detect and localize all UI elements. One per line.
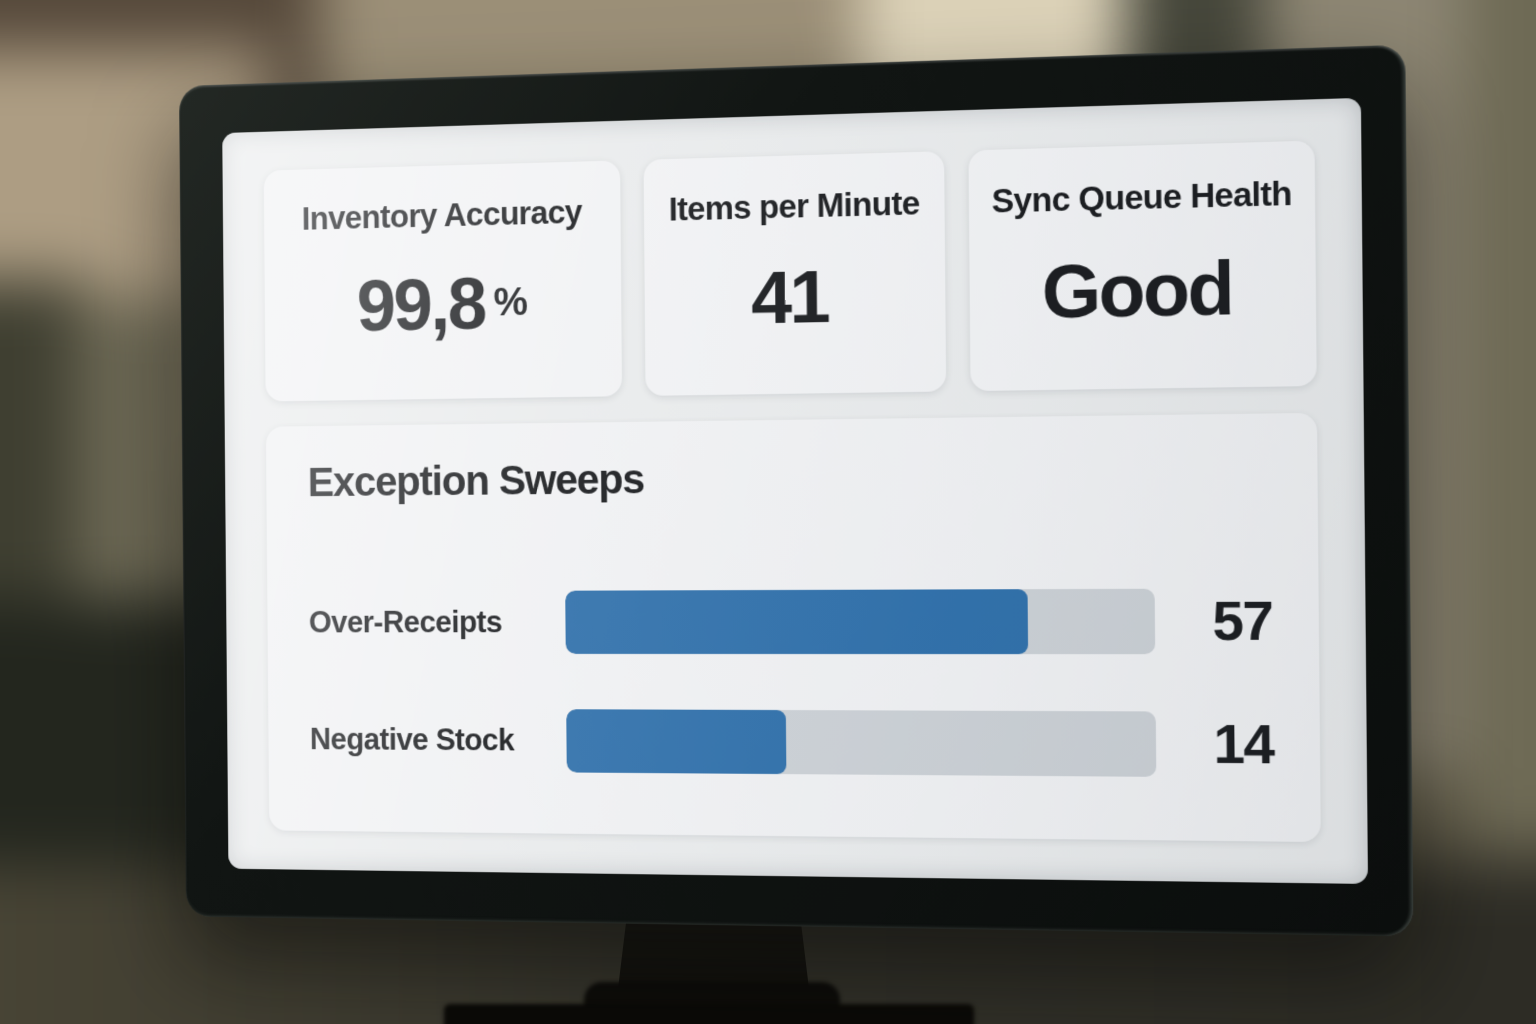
bar-track <box>566 709 1156 777</box>
kpi-card-row: Inventory Accuracy 99,8 % Items per Minu… <box>264 141 1317 402</box>
bar-row-negative-stock: Negative Stock 14 <box>310 708 1274 777</box>
kpi-label: Inventory Accuracy <box>302 193 582 237</box>
bar-row-over-receipts: Over-Receipts 57 <box>309 588 1273 654</box>
monitor-stand-base <box>444 1004 974 1024</box>
background-blob <box>1465 0 1536 840</box>
kpi-card-inventory-accuracy: Inventory Accuracy 99,8 % <box>264 160 623 401</box>
kpi-label: Sync Queue Health <box>991 174 1292 220</box>
monitor: Inventory Accuracy 99,8 % Items per Minu… <box>179 45 1413 937</box>
kpi-value-wrap: 41 <box>750 224 837 368</box>
bar-label: Over-Receipts <box>309 605 566 641</box>
panel-title: Exception Sweeps <box>308 448 1272 505</box>
kpi-value: 99,8 <box>356 261 485 347</box>
kpi-value: 41 <box>751 253 829 340</box>
bar-label: Negative Stock <box>310 722 567 759</box>
photo-scene: Inventory Accuracy 99,8 % Items per Minu… <box>0 0 1536 1024</box>
kpi-card-items-per-minute: Items per Minute 41 <box>644 151 947 396</box>
kpi-label: Items per Minute <box>669 184 920 228</box>
exception-sweeps-panel: Exception Sweeps Over-Receipts 57 Negati… <box>266 413 1321 842</box>
kpi-card-sync-queue-health: Sync Queue Health Good <box>969 141 1317 392</box>
bar-chart: Over-Receipts 57 Negative Stock 14 <box>309 588 1274 777</box>
dashboard-screen: Inventory Accuracy 99,8 % Items per Minu… <box>222 98 1368 884</box>
bar-track <box>565 589 1155 654</box>
kpi-value-wrap: 99,8 % <box>356 232 527 375</box>
bar-fill <box>565 589 1028 654</box>
bar-fill <box>566 709 786 774</box>
kpi-value-wrap: Good <box>1041 215 1242 364</box>
bar-value: 57 <box>1155 589 1273 653</box>
bar-value: 14 <box>1156 712 1274 776</box>
kpi-unit: % <box>493 280 527 325</box>
kpi-value: Good <box>1042 244 1233 335</box>
